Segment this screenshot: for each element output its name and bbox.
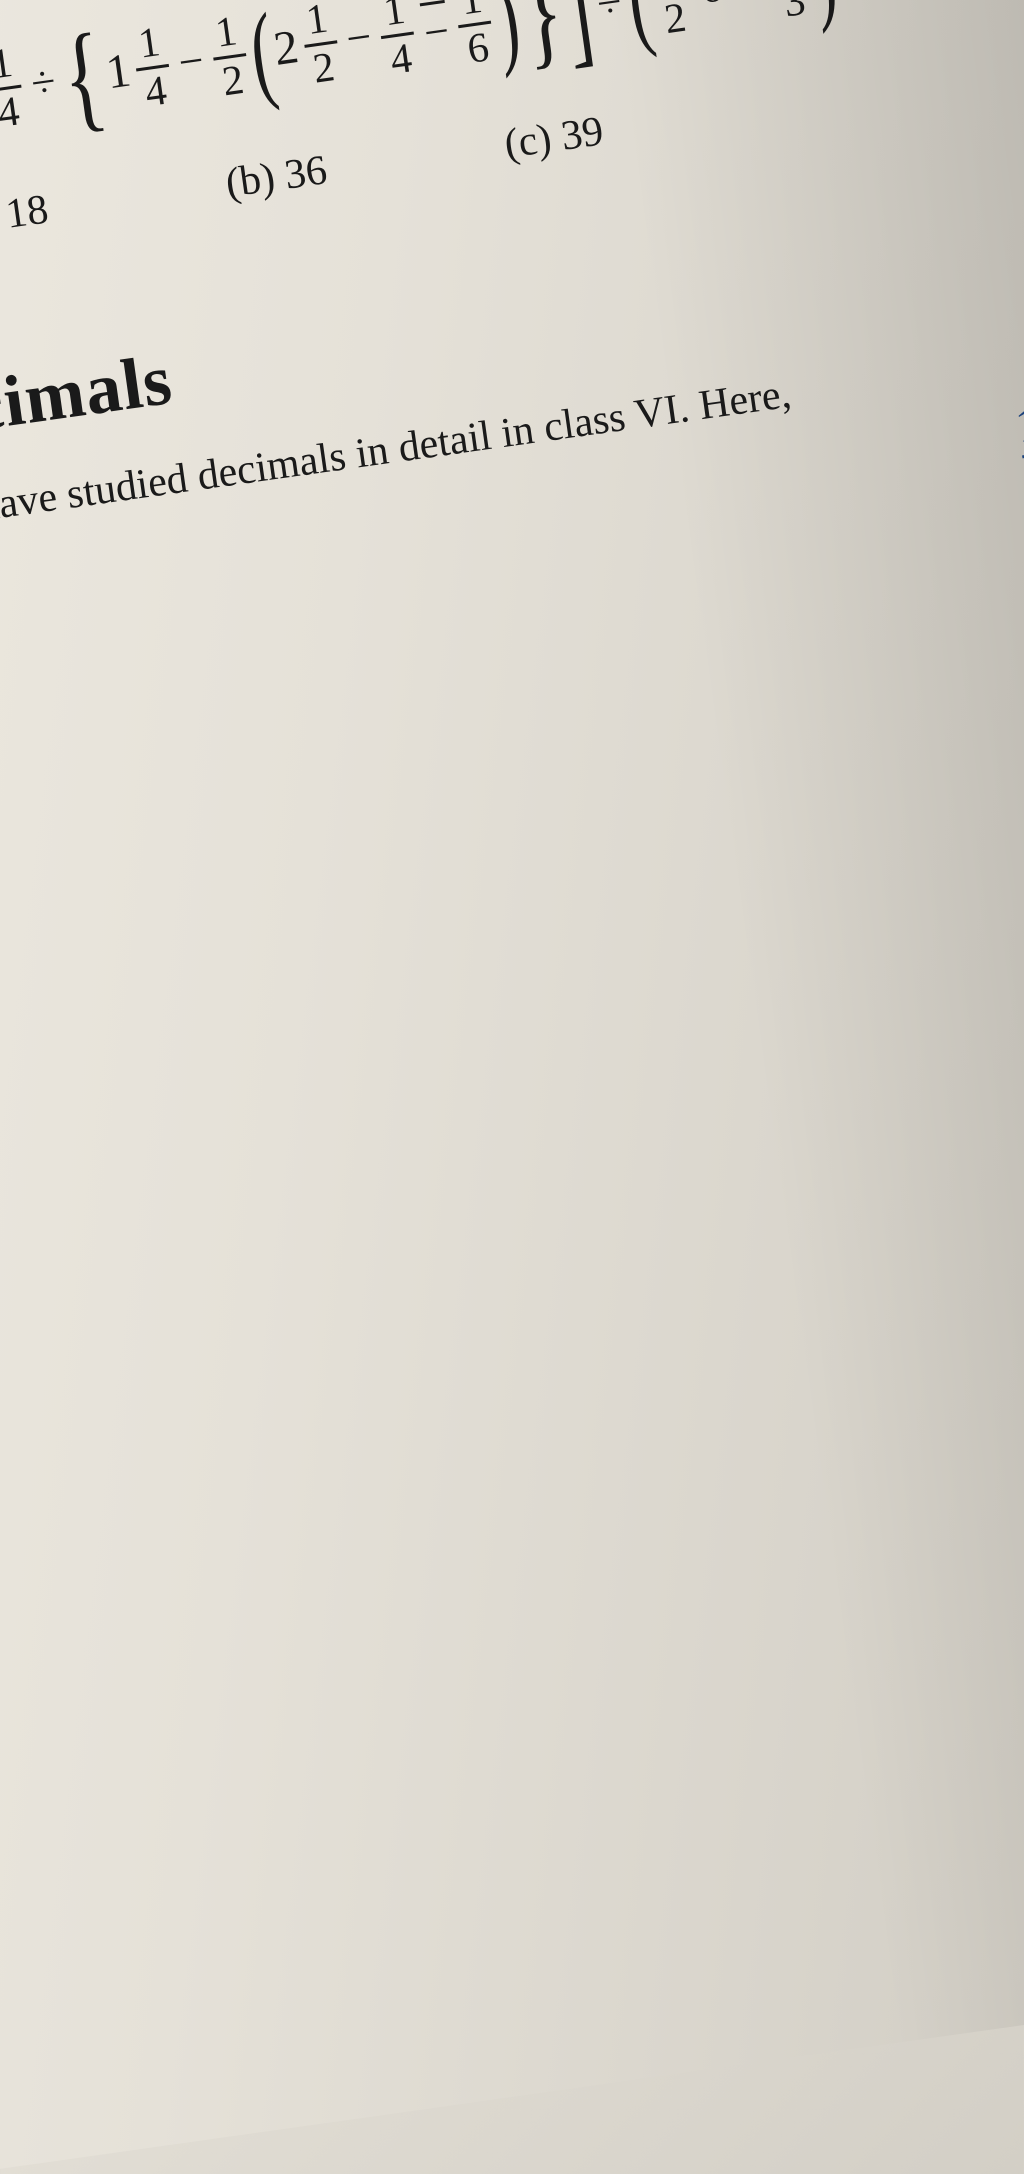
option-b: (b) 36 — [223, 147, 330, 209]
minus-op-overline: − — [420, 0, 452, 56]
right-curly-brace: } — [515, 0, 568, 63]
whole-part: 4 — [742, 0, 772, 8]
denominator: 4 — [0, 85, 28, 136]
of-text: of — [700, 0, 739, 10]
option-c-value: 39 — [558, 109, 606, 160]
numerator: 1 — [207, 9, 246, 57]
denominator: 4 — [381, 32, 420, 83]
denominator: 4 — [136, 64, 175, 115]
fraction-1-4-overline: 1 4 — [375, 0, 421, 83]
minus-op: − — [176, 39, 207, 86]
textbook-page: Multiple Choice Question (MCQ) Tick (✓) … — [0, 0, 1024, 2174]
fraction-1-2: 1 2 — [207, 9, 252, 104]
minus-op: − — [344, 15, 375, 62]
option-a: (a) 18 — [0, 186, 51, 247]
denominator: 2 — [656, 0, 695, 42]
option-a-value: 18 — [3, 187, 51, 238]
left-paren-2: ( — [623, 0, 657, 44]
divide-op: ÷ — [29, 59, 59, 106]
fraction: 1 4 — [0, 41, 28, 136]
instruction-suffix: ) the correct option. — [0, 0, 273, 1]
divide-op: ÷ — [594, 0, 624, 27]
whole-part: 1 — [103, 47, 133, 98]
mixed-4-1-3: 4 1 3 — [739, 0, 818, 29]
numerator: 1 — [0, 41, 22, 89]
numerator: 1 — [130, 20, 169, 68]
denominator: 3 — [775, 0, 814, 25]
option-c-label: (c) — [502, 116, 555, 168]
fraction: 1 3 — [769, 0, 814, 25]
numerator: 1 — [375, 0, 414, 36]
mixed-2-1-2: 2 1 2 — [268, 0, 347, 96]
denominator: 2 — [213, 53, 252, 104]
whole-part: 2 — [271, 23, 301, 74]
fraction: 1 2 — [298, 0, 343, 91]
option-b-value: 36 — [282, 148, 330, 199]
fraction-1-2-b: 1 2 — [649, 0, 694, 42]
mixed-1-1-4: 1 1 4 — [100, 20, 179, 119]
option-c: (c) 39 — [502, 108, 607, 169]
numerator: 1 — [298, 0, 337, 45]
option-b-label: (b) — [223, 155, 278, 207]
denominator: 6 — [458, 21, 497, 72]
fraction: 1 4 — [130, 20, 175, 115]
handwritten-annotation: 1715 — [1011, 383, 1024, 455]
mixed-3-1-4: 3 1 4 — [0, 40, 32, 139]
fraction-1-6-overline: 1 6 — [452, 0, 498, 72]
denominator: 2 — [304, 40, 343, 91]
handwritten-text: 1715 — [1011, 384, 1024, 459]
